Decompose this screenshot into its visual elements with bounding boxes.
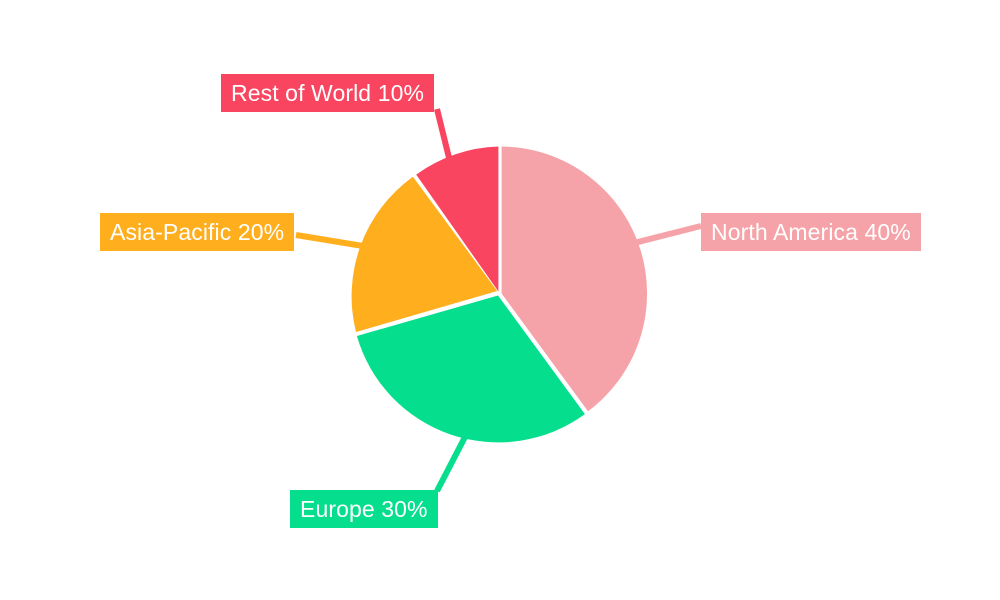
pie-slice-asia-pacific[interactable]: [351, 176, 498, 332]
leader-line-asia-pacific: [295, 232, 364, 249]
pie-slice-north-america[interactable]: [501, 146, 648, 412]
slice-label-asia-pacific[interactable]: Asia-Pacific 20%: [100, 213, 295, 251]
slice-label-rest-of-world[interactable]: Rest of World 10%: [221, 74, 435, 112]
leader-line-europe: [434, 435, 468, 493]
leader-line-north-america: [633, 223, 702, 246]
pie-slice-europe[interactable]: [356, 295, 585, 443]
pie-slice-rest-of-world[interactable]: [416, 146, 499, 292]
slice-label-europe[interactable]: Europe 30%: [290, 490, 438, 528]
slice-label-north-america[interactable]: North America 40%: [701, 213, 921, 251]
